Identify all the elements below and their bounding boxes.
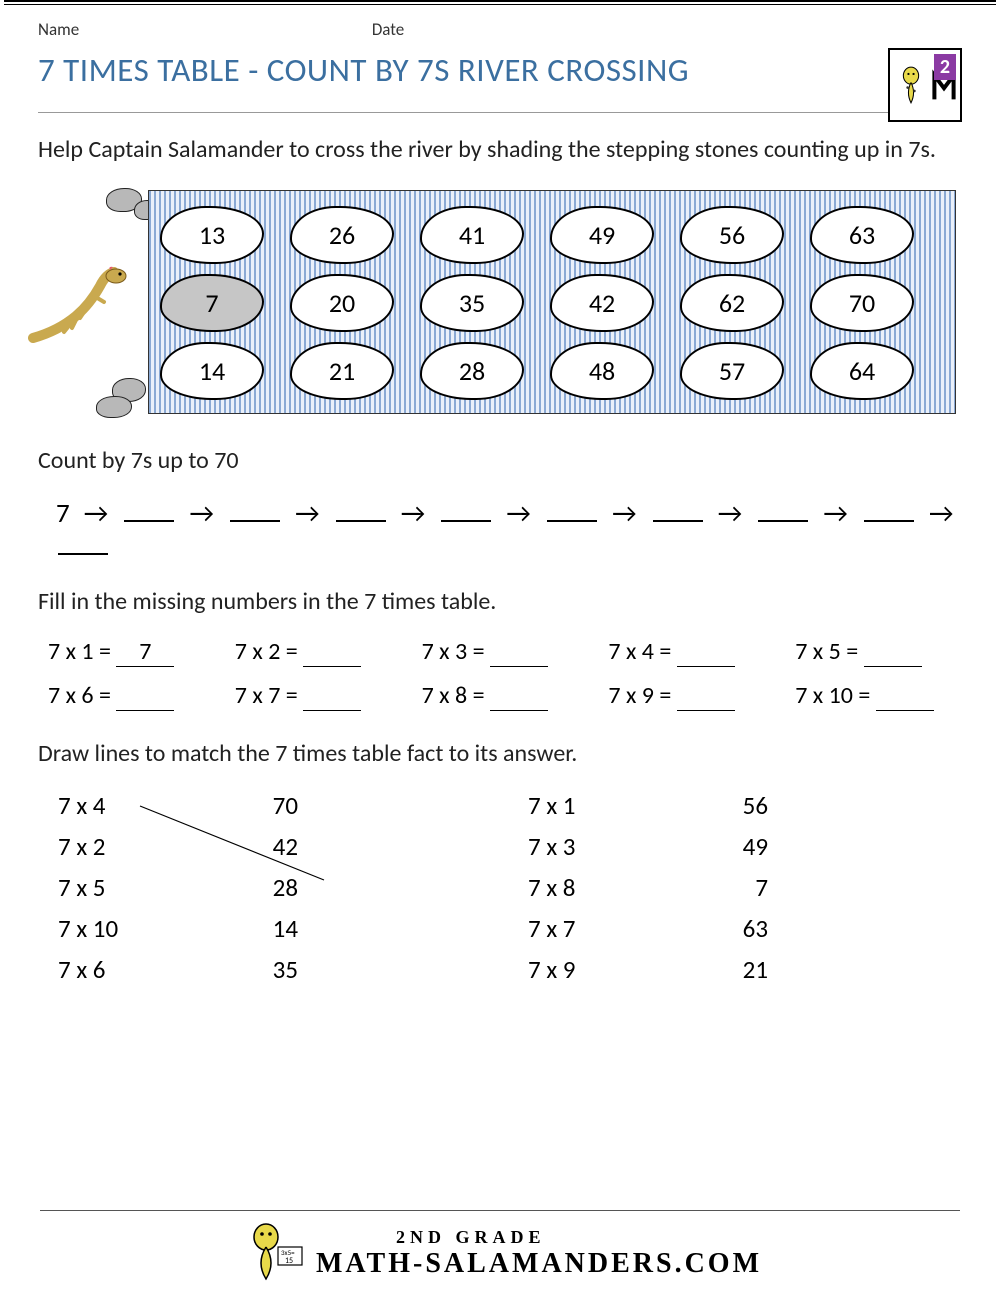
grade-badge: 2	[934, 54, 956, 80]
stepping-stone: 70	[810, 274, 914, 332]
stepping-stone: 21	[290, 342, 394, 400]
times-table-grid: 7 x 1 = 7 7 x 2 = 7 x 3 = 7 x 4 = 7 x 5 =…	[48, 637, 962, 711]
stepping-stone: 63	[810, 206, 914, 264]
times-table-item: 7 x 9 =	[608, 681, 775, 711]
match-spacer	[328, 831, 528, 862]
footer-site: MATH-SALAMANDERS.COM	[316, 1248, 762, 1280]
match-answer: 7	[658, 872, 798, 903]
answer-blank[interactable]	[677, 681, 735, 711]
svg-text:15: 15	[285, 1256, 293, 1266]
stepping-stone: 64	[810, 342, 914, 400]
match-fact: 7 x 10	[58, 913, 188, 944]
footer: 3x5= 15 2ND GRADE MATH-SALAMANDERS.COM	[0, 1210, 1000, 1288]
title-divider	[38, 112, 962, 113]
count-blank[interactable]	[336, 520, 386, 522]
stepping-stone: 48	[550, 342, 654, 400]
match-answer: 35	[188, 954, 328, 985]
match-fact: 7 x 6	[58, 954, 188, 985]
match-fact: 7 x 5	[58, 872, 188, 903]
stepping-stone: 14	[160, 342, 264, 400]
match-fact: 7 x 1	[528, 790, 658, 821]
stepping-stone: 41	[420, 206, 524, 264]
stepping-stone: 35	[420, 274, 524, 332]
answer-blank[interactable]: 7	[116, 637, 174, 667]
stepping-stone: 28	[420, 342, 524, 400]
match-spacer	[328, 790, 528, 821]
footer-rule	[40, 1210, 960, 1211]
times-table-item: 7 x 8 =	[422, 681, 589, 711]
match-answer: 42	[188, 831, 328, 862]
match-answer: 63	[658, 913, 798, 944]
answer-blank[interactable]	[116, 681, 174, 711]
river-crossing: 13 26 41 49 56 63 7 20 35 42 62 70 14 21 28 48 57 64	[38, 186, 956, 418]
meta-row: Name Date	[38, 19, 962, 40]
match-answer: 14	[188, 913, 328, 944]
count-blank[interactable]	[441, 520, 491, 522]
worksheet-page: Name Date 7 TIMES TABLE - COUNT BY 7S RI…	[0, 5, 1000, 1005]
answer-blank[interactable]	[490, 637, 548, 667]
match-fact: 7 x 9	[528, 954, 658, 985]
times-table-item: 7 x 5 =	[795, 637, 962, 667]
match-spacer	[328, 872, 528, 903]
count-blank[interactable]	[230, 520, 280, 522]
stepping-stone: 26	[290, 206, 394, 264]
times-table-item: 7 x 10 =	[795, 681, 962, 711]
answer-blank[interactable]	[864, 637, 922, 667]
stepping-stone: 57	[680, 342, 784, 400]
bank-rock	[96, 396, 132, 418]
match-answer: 70	[188, 790, 328, 821]
times-table-item: 7 x 2 =	[235, 637, 402, 667]
instruction-match: Draw lines to match the 7 times table fa…	[38, 737, 962, 772]
match-answer: 28	[188, 872, 328, 903]
name-label: Name	[38, 19, 368, 40]
match-fact: 7 x 3	[528, 831, 658, 862]
answer-blank[interactable]	[303, 637, 361, 667]
count-blank[interactable]	[124, 520, 174, 522]
stepping-stone: 42	[550, 274, 654, 332]
match-spacer	[328, 913, 528, 944]
answer-blank[interactable]	[876, 681, 934, 711]
footer-logo-icon: 3x5= 15	[238, 1219, 306, 1288]
answer-blank[interactable]	[490, 681, 548, 711]
count-blank[interactable]	[58, 553, 108, 555]
match-spacer	[328, 954, 528, 985]
stepping-stone: 56	[680, 206, 784, 264]
count-blank[interactable]	[864, 520, 914, 522]
times-table-item: 7 x 4 =	[608, 637, 775, 667]
answer-blank[interactable]	[303, 681, 361, 711]
matching-section: 7 x 470 7 x 156 7 x 242 7 x 349 7 x 528 7 x 8…	[58, 790, 962, 985]
match-fact: 7 x 2	[58, 831, 188, 862]
count-blank[interactable]	[758, 520, 808, 522]
count-sequence: 7 → → → → → → → → →	[56, 497, 962, 563]
match-answer: 56	[658, 790, 798, 821]
salamander-icon	[894, 62, 928, 108]
times-table-item: 7 x 3 =	[422, 637, 589, 667]
match-fact: 7 x 8	[528, 872, 658, 903]
count-blank[interactable]	[653, 520, 703, 522]
match-answer: 21	[658, 954, 798, 985]
match-fact: 7 x 4	[58, 790, 188, 821]
instruction-fill: Fill in the missing numbers in the 7 tim…	[38, 585, 962, 620]
logo-badge: 2	[888, 48, 962, 122]
match-fact: 7 x 7	[528, 913, 658, 944]
stepping-stone: 62	[680, 274, 784, 332]
answer-blank[interactable]	[677, 637, 735, 667]
date-label: Date	[372, 19, 404, 40]
stepping-stone: 20	[290, 274, 394, 332]
stepping-stone: 49	[550, 206, 654, 264]
instruction-river: Help Captain Salamander to cross the riv…	[38, 133, 962, 168]
page-title: 7 TIMES TABLE - COUNT BY 7S RIVER CROSSI…	[38, 50, 689, 90]
times-table-item: 7 x 6 =	[48, 681, 215, 711]
times-table-item: 7 x 1 = 7	[48, 637, 215, 667]
instruction-count: Count by 7s up to 70	[38, 444, 962, 479]
footer-grade: 2ND GRADE	[396, 1227, 762, 1248]
stepping-stone: 7	[160, 274, 264, 332]
match-answer: 49	[658, 831, 798, 862]
count-blank[interactable]	[547, 520, 597, 522]
salamander-character-icon	[28, 266, 148, 346]
stepping-stone: 13	[160, 206, 264, 264]
times-table-item: 7 x 7 =	[235, 681, 402, 711]
